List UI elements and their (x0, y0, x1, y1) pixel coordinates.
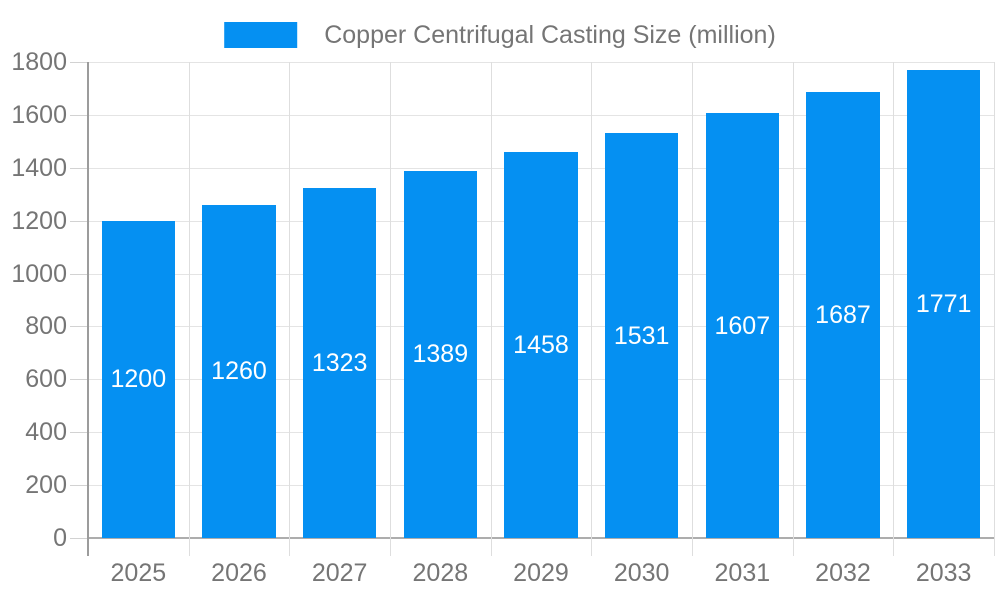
y-axis-label: 200 (25, 471, 67, 500)
x-axis-label: 2031 (714, 559, 771, 587)
bar: 1771 (906, 69, 981, 538)
y-axis-line (87, 62, 89, 556)
y-axis-label: 600 (25, 365, 67, 394)
x-axis-label: 2033 (915, 559, 972, 587)
gridline-h (88, 114, 994, 116)
y-axis-label: 0 (53, 524, 67, 552)
bar: 1687 (806, 91, 880, 538)
bar-value-label: 1389 (412, 340, 469, 369)
x-axis-label: 2028 (412, 559, 469, 587)
bar-value-label: 1607 (714, 311, 771, 340)
gridline-v (591, 62, 593, 556)
bar: 1389 (403, 170, 478, 538)
x-axis-label: 2026 (211, 559, 267, 587)
y-tick (70, 379, 88, 381)
gridline-h (88, 62, 994, 63)
bar-value-label: 1458 (513, 331, 569, 360)
legend-swatch (224, 22, 298, 48)
x-axis-label: 2032 (815, 559, 871, 587)
bar-value-label: 1323 (311, 349, 368, 378)
bar: 1200 (101, 220, 176, 538)
y-tick (70, 114, 88, 116)
legend[interactable]: Copper Centrifugal Casting Size (million… (224, 19, 776, 51)
y-tick (70, 167, 88, 169)
gridline-v (994, 62, 995, 556)
bar: 1607 (705, 113, 780, 538)
gridline-v (188, 62, 190, 556)
bar-value-label: 1687 (815, 300, 871, 329)
y-axis-label: 1200 (11, 206, 67, 235)
x-axis-label: 2029 (513, 559, 569, 587)
y-tick (70, 273, 88, 275)
gridline-v (390, 62, 391, 556)
y-axis-label: 1400 (11, 153, 67, 182)
bar: 1323 (302, 188, 377, 538)
y-tick (70, 326, 88, 328)
bar: 1458 (504, 152, 578, 538)
y-tick (70, 485, 88, 487)
bar-value-label: 1200 (110, 365, 167, 394)
bar-value-label: 1260 (211, 357, 267, 386)
x-axis-label: 2025 (110, 559, 167, 587)
x-axis-label: 2027 (311, 559, 368, 587)
y-axis-label: 1000 (11, 259, 67, 288)
y-tick (70, 62, 88, 63)
y-tick (70, 220, 88, 222)
bar-value-label: 1771 (915, 289, 972, 318)
bar: 1260 (202, 204, 276, 538)
y-tick (70, 538, 88, 539)
gridline-v (289, 62, 291, 556)
bar: 1531 (604, 133, 679, 538)
gridline-v (792, 62, 794, 556)
y-tick (70, 432, 88, 434)
y-axis-label: 1800 (11, 48, 67, 76)
legend-label: Copper Centrifugal Casting Size (million… (324, 21, 776, 49)
x-axis-baseline (88, 537, 994, 539)
gridline-v (490, 62, 492, 556)
gridline-v (893, 62, 895, 556)
x-axis-label: 2030 (613, 559, 670, 587)
y-axis-label: 1600 (11, 100, 67, 129)
y-axis-label: 400 (25, 418, 67, 447)
y-axis-label: 800 (25, 312, 67, 341)
gridline-v (692, 62, 693, 556)
bar-value-label: 1531 (613, 321, 670, 350)
